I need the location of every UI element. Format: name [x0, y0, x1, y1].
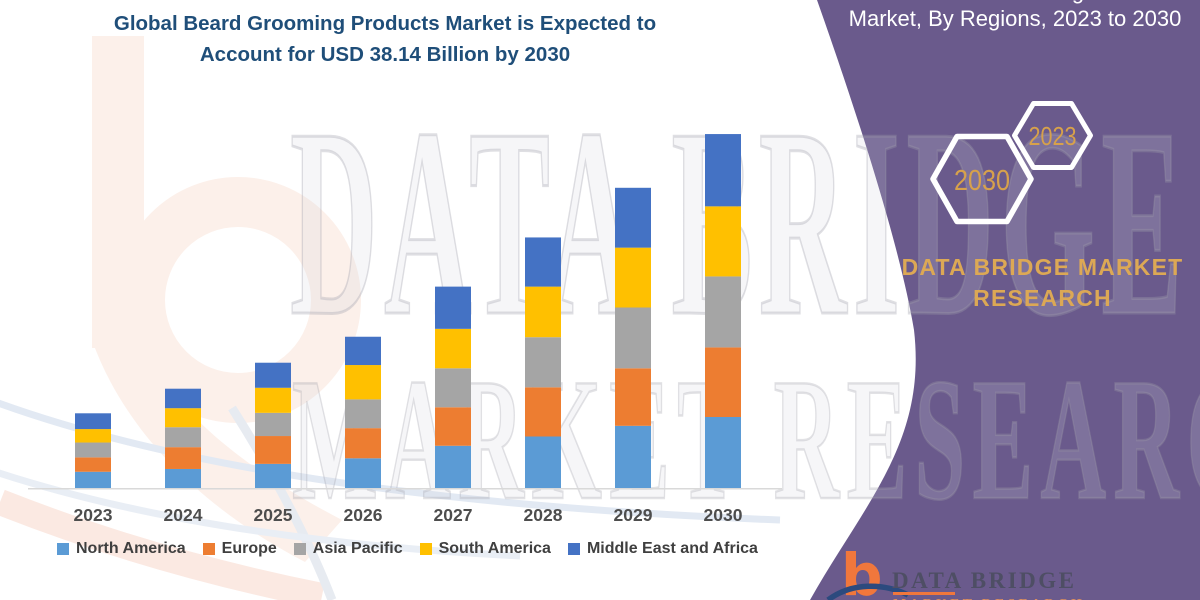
footer-logo-underline — [893, 592, 955, 595]
data-bridge-logo-icon: b — [841, 541, 883, 600]
watermark-b-stem — [92, 36, 144, 348]
bar-2025-middle-east-and-africa — [255, 362, 291, 388]
chart-legend: North America Europe Asia Pacific South Ame… — [57, 540, 758, 558]
x-axis-label-2023: 2023 — [74, 505, 113, 525]
sidebar-heading: Market, By Regions, 2023 to 2030 — [848, 6, 1182, 31]
legend-item-middle-east-and-africa: Middle East and Africa — [567, 540, 758, 558]
chart-title-line1: Global Beard Grooming Products Market is… — [113, 12, 657, 35]
bar-2025-europe — [255, 436, 291, 464]
bar-2025-south-america — [255, 387, 291, 413]
legend-item-label: North America — [76, 540, 186, 557]
sidebar-brand-line1: DATA BRIDGE MARKET — [901, 254, 1184, 280]
sidebar-brand: DATA BRIDGE MARKET RESEARCH — [885, 252, 1200, 314]
legend-item-label: South America — [438, 540, 551, 557]
legend-item-asia-pacific: Asia Pacific — [293, 540, 403, 558]
bar-2024-north-america — [165, 468, 201, 488]
bar-2023-middle-east-and-africa — [75, 413, 111, 430]
bar-2023-north-america — [75, 471, 111, 488]
chart-title-line2: Account for USD 38.14 Billion by 2030 — [199, 43, 571, 66]
bar-2024-asia-pacific — [165, 427, 201, 448]
legend-swatch-icon — [293, 543, 306, 555]
legend-swatch-icon — [419, 543, 432, 555]
chart-title: Global Beard Grooming Products Market is… — [35, 8, 735, 70]
bar-2023-europe — [75, 457, 111, 472]
sidebar-heading-clipped-line: Global Beard Grooming Products — [835, 0, 1195, 6]
bar-2024-middle-east-and-africa — [165, 388, 201, 409]
footer-logo-title: DATA BRIDGE — [892, 568, 1077, 593]
legend-swatch-icon — [567, 543, 580, 555]
legend-item-europe: Europe — [202, 540, 277, 558]
bar-2025-north-america — [255, 463, 291, 488]
legend-item-label: Europe — [221, 540, 277, 557]
bar-2023-south-america — [75, 429, 111, 443]
legend-item-label: Middle East and Africa — [586, 540, 758, 557]
watermark-text-line2: MARKET RESEARCH — [291, 342, 1200, 536]
bar-2024-europe — [165, 447, 201, 469]
footer-logo-subtitle: MARKET RESEARCH — [893, 597, 1085, 600]
legend-swatch-icon — [57, 543, 69, 555]
legend-swatch-icon — [202, 543, 215, 555]
x-axis-label-2025: 2025 — [254, 505, 293, 525]
x-axis-label-2024: 2024 — [164, 505, 203, 525]
legend-item-north-america: North America — [57, 540, 186, 558]
watermark-text-line1: DATA BRIDGE — [289, 73, 1189, 372]
sidebar-brand-line2: RESEARCH — [973, 285, 1112, 311]
bar-2024-south-america — [165, 408, 201, 428]
legend-item-south-america: South America — [419, 540, 551, 558]
bar-2025-asia-pacific — [255, 412, 291, 437]
bar-2023-asia-pacific — [75, 442, 111, 458]
legend-item-label: Asia Pacific — [312, 540, 403, 557]
